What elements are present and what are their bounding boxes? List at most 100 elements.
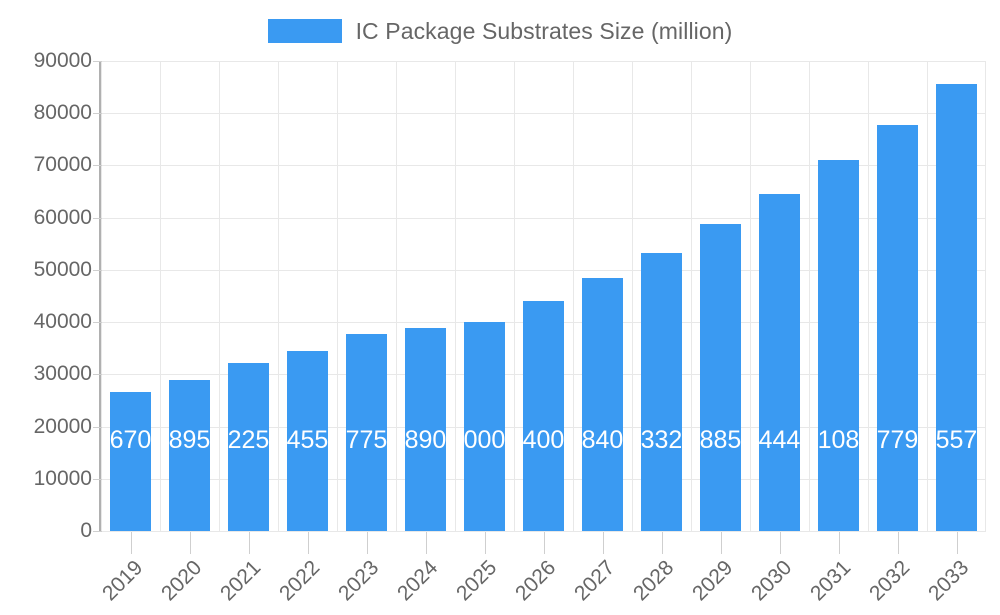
- bar-value-label: 44000: [522, 426, 565, 454]
- y-axis-tick-label: 60000: [33, 205, 92, 229]
- legend-color-swatch: [267, 19, 342, 43]
- x-gridline: [219, 61, 220, 531]
- x-gridline: [573, 61, 574, 531]
- y-axis-tick-label: 80000: [33, 101, 92, 125]
- x-gridline: [514, 61, 515, 531]
- bar[interactable]: 64442: [758, 194, 801, 531]
- x-axis-tick-mark: [602, 532, 604, 554]
- bar[interactable]: 58856: [699, 223, 742, 531]
- x-gridline: [396, 61, 397, 531]
- x-axis-tick-label: 2030: [746, 556, 796, 606]
- x-axis-tick-mark: [838, 532, 840, 554]
- x-axis-tick-mark: [307, 532, 309, 554]
- bar-value-label: 32250: [227, 426, 270, 454]
- bar-value-label: 28950: [168, 426, 211, 454]
- x-axis-tick-mark: [366, 532, 368, 554]
- y-axis-tick-label: 0: [80, 519, 92, 542]
- y-axis-tick-mark: [93, 269, 102, 271]
- bar[interactable]: 85574: [935, 84, 978, 531]
- x-axis-tick-label: 2028: [628, 556, 678, 606]
- bar[interactable]: 34550: [286, 350, 329, 531]
- x-axis-tick-mark: [425, 532, 427, 554]
- bar-value-label: 53324: [640, 426, 683, 454]
- bar-value-label: 40000: [463, 426, 506, 454]
- x-gridline: [455, 61, 456, 531]
- bar[interactable]: 44000: [522, 301, 565, 531]
- x-axis-tick-label: 2022: [274, 556, 324, 606]
- y-gridline: [101, 217, 986, 219]
- y-axis-tick-mark: [93, 478, 102, 480]
- x-axis-tick-label: 2029: [687, 556, 737, 606]
- bar[interactable]: 37750: [345, 333, 388, 531]
- x-gridline: [985, 61, 986, 531]
- bar-value-label: 71086: [817, 426, 860, 454]
- x-axis-tick-label: 2024: [392, 556, 442, 606]
- x-gridline: [632, 61, 633, 531]
- bar-value-label: 58856: [699, 426, 742, 454]
- x-axis-tick-mark: [543, 532, 545, 554]
- y-axis-line: [99, 61, 101, 532]
- y-axis-tick-label: 70000: [33, 153, 92, 177]
- x-axis-tick-mark: [661, 532, 663, 554]
- y-gridline: [101, 531, 986, 532]
- x-axis-tick-label: 2031: [805, 556, 855, 606]
- bar[interactable]: 32250: [227, 362, 270, 531]
- y-axis-tick-mark: [93, 113, 102, 115]
- x-axis-tick-label: 2027: [569, 556, 619, 606]
- bar-value-label: 26700: [109, 426, 152, 454]
- x-axis-tick-mark: [130, 532, 132, 554]
- bar[interactable]: 48400: [581, 278, 624, 531]
- x-axis-tick-label: 2026: [510, 556, 560, 606]
- x-gridline: [927, 61, 928, 531]
- bar-value-label: 64442: [758, 426, 801, 454]
- x-gridline: [868, 61, 869, 531]
- x-axis-tick-mark: [897, 532, 899, 554]
- x-axis-tick-label: 2021: [215, 556, 265, 606]
- bar-value-label: 77794: [876, 426, 919, 454]
- y-axis-tick-mark: [93, 217, 102, 219]
- y-axis-tick-label: 40000: [33, 310, 92, 334]
- x-axis-tick-mark: [779, 532, 781, 554]
- bar-value-label: 34550: [286, 426, 329, 454]
- x-gridline: [337, 61, 338, 531]
- y-axis-tick-mark: [93, 61, 102, 62]
- x-gridline: [101, 61, 102, 531]
- y-axis-tick-label: 30000: [33, 362, 92, 386]
- bar[interactable]: 40000: [463, 322, 506, 531]
- bar[interactable]: 26700: [109, 391, 152, 531]
- y-axis-tick-mark: [93, 374, 102, 376]
- x-axis-tick-label: 2025: [451, 556, 501, 606]
- y-axis-tick-mark: [93, 426, 102, 428]
- y-gridline: [101, 113, 986, 115]
- x-gridline: [809, 61, 810, 531]
- x-gridline: [160, 61, 161, 531]
- x-axis-tick-label: 2023: [333, 556, 383, 606]
- bar[interactable]: 38900: [404, 327, 447, 531]
- y-axis-tick-label: 50000: [33, 257, 92, 281]
- x-gridline: [750, 61, 751, 531]
- bar[interactable]: 71086: [817, 159, 860, 531]
- bar-value-label: 37750: [345, 426, 388, 454]
- x-axis-tick-label: 2033: [923, 556, 973, 606]
- bar[interactable]: 28950: [168, 379, 211, 531]
- chart-legend: IC Package Substrates Size (million): [0, 14, 1000, 48]
- bar-value-label: 38900: [404, 426, 447, 454]
- bar-value-label: 85574: [935, 426, 978, 454]
- bar-value-label: 48400: [581, 426, 624, 454]
- y-axis-tick-mark: [93, 531, 102, 532]
- x-axis-tick-mark: [189, 532, 191, 554]
- x-axis-tick-mark: [956, 532, 958, 554]
- y-axis-tick-label: 20000: [33, 414, 92, 438]
- y-gridline: [101, 61, 986, 62]
- y-gridline: [101, 165, 986, 167]
- x-axis-tick-label: 2032: [864, 556, 914, 606]
- y-axis-tick-labels: 0 10000 20000 30000 40000 50000 60000 70000 8000…: [0, 0, 92, 600]
- y-axis-tick-mark: [93, 322, 102, 324]
- x-axis-tick-mark: [248, 532, 250, 554]
- bar[interactable]: 77794: [876, 124, 919, 531]
- plot-area: 26700 28950 32250 34550 37750 38900 40000 44000…: [101, 61, 986, 532]
- x-axis-tick-label: 2020: [156, 556, 206, 606]
- bar[interactable]: 53324: [640, 252, 683, 531]
- x-gridline: [278, 61, 279, 531]
